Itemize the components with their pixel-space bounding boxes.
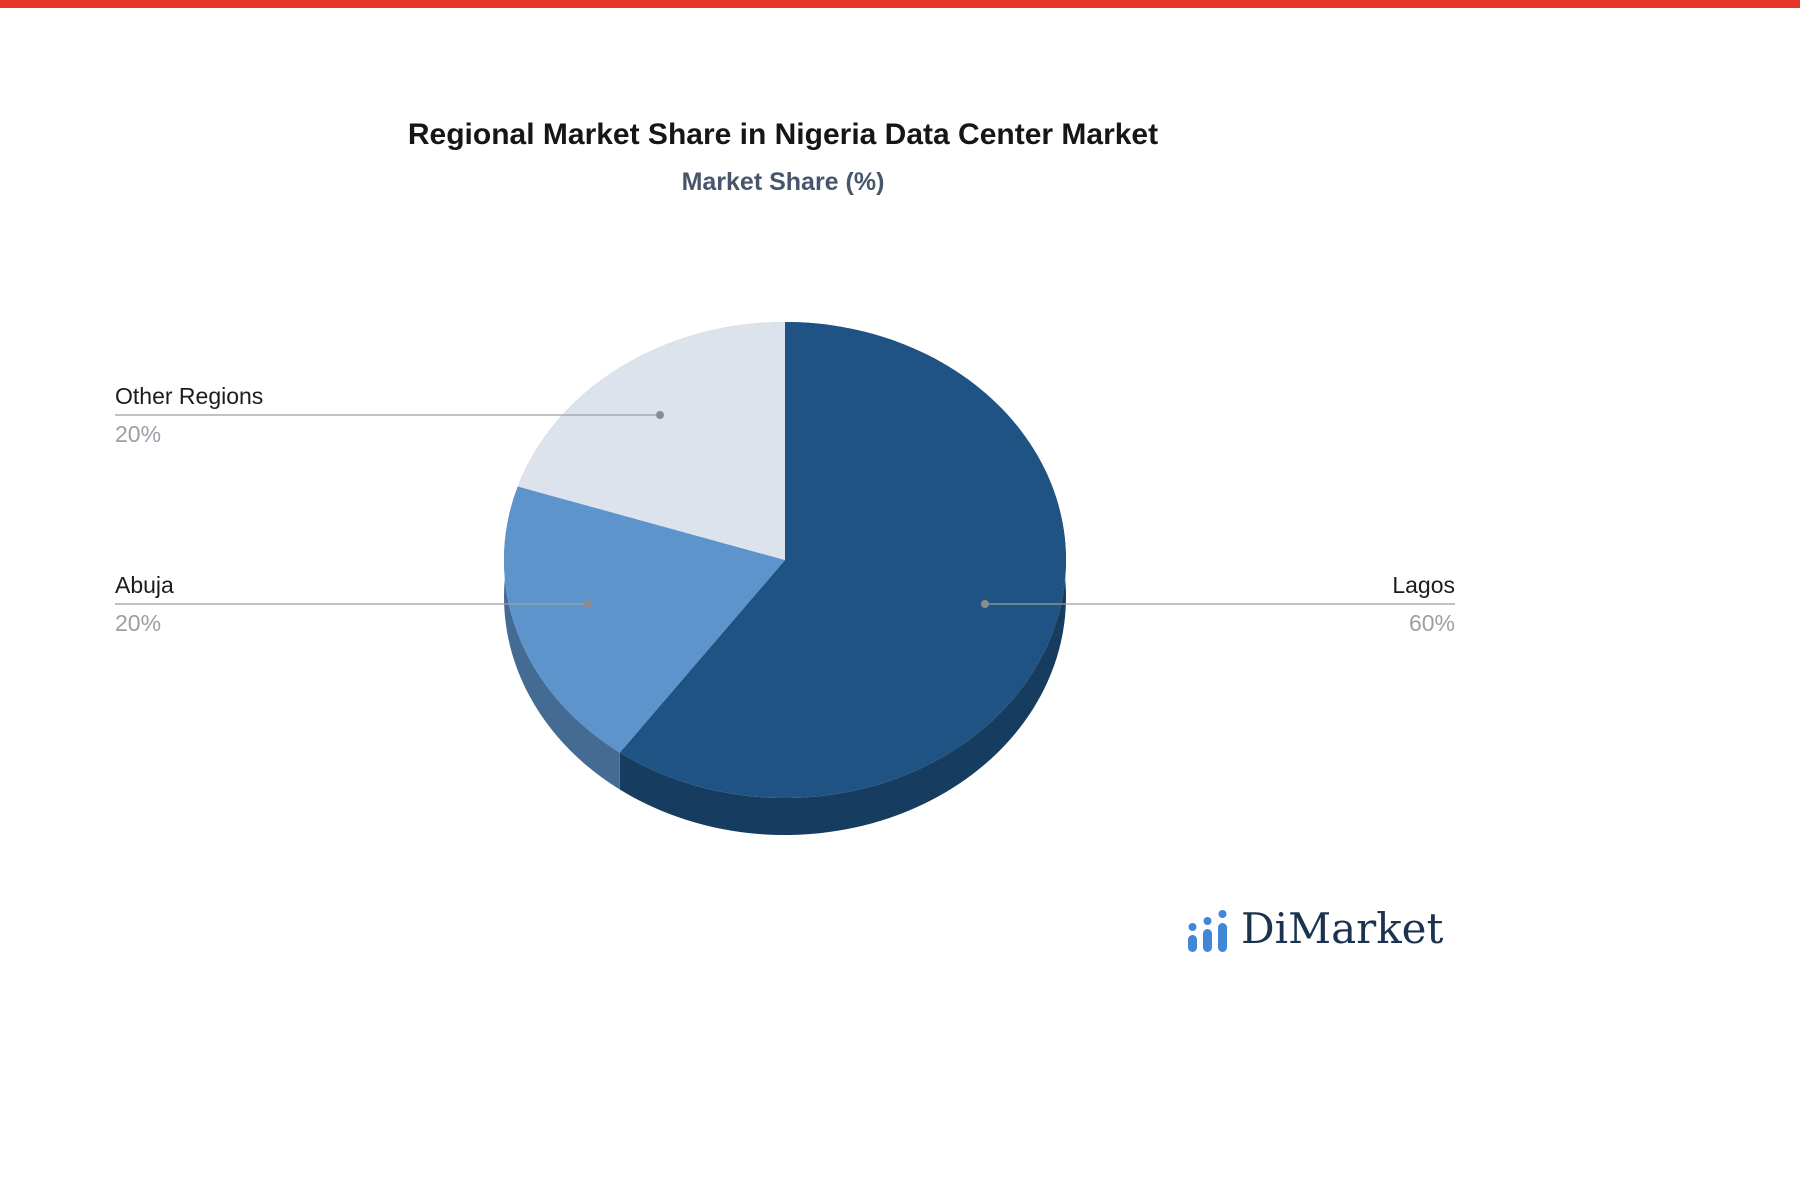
chart-title: Regional Market Share in Nigeria Data Ce… bbox=[407, 118, 1159, 151]
pie-slice-other-regions bbox=[517, 322, 785, 560]
leader-dot-abuja bbox=[584, 600, 592, 608]
top-accent-bar bbox=[0, 0, 1800, 8]
leader-dot-other-regions bbox=[656, 411, 664, 419]
dimarket-logo: DiMarket bbox=[1185, 903, 1443, 955]
slice-value-lagos: 60% bbox=[1408, 610, 1455, 636]
slice-label-other-regions: Other Regions bbox=[115, 383, 264, 409]
slice-label-abuja: Abuja bbox=[115, 572, 174, 598]
leader-lines bbox=[115, 411, 1455, 608]
slice-value-abuja: 20% bbox=[115, 610, 162, 636]
brand-name: DiMarket bbox=[1241, 904, 1444, 953]
slice-label-lagos: Lagos bbox=[1392, 572, 1455, 598]
bar-chart-logo-icon bbox=[1188, 910, 1227, 952]
chart-subtitle: Market Share (%) bbox=[681, 168, 885, 196]
leader-dot-lagos bbox=[981, 600, 989, 608]
pie-slice-side-lagos bbox=[619, 322, 1066, 835]
pie-slice-abuja bbox=[503, 486, 785, 753]
slice-value-other-regions: 20% bbox=[115, 421, 162, 447]
pie-slice-lagos bbox=[619, 322, 1066, 799]
pie-slices bbox=[503, 322, 1066, 835]
